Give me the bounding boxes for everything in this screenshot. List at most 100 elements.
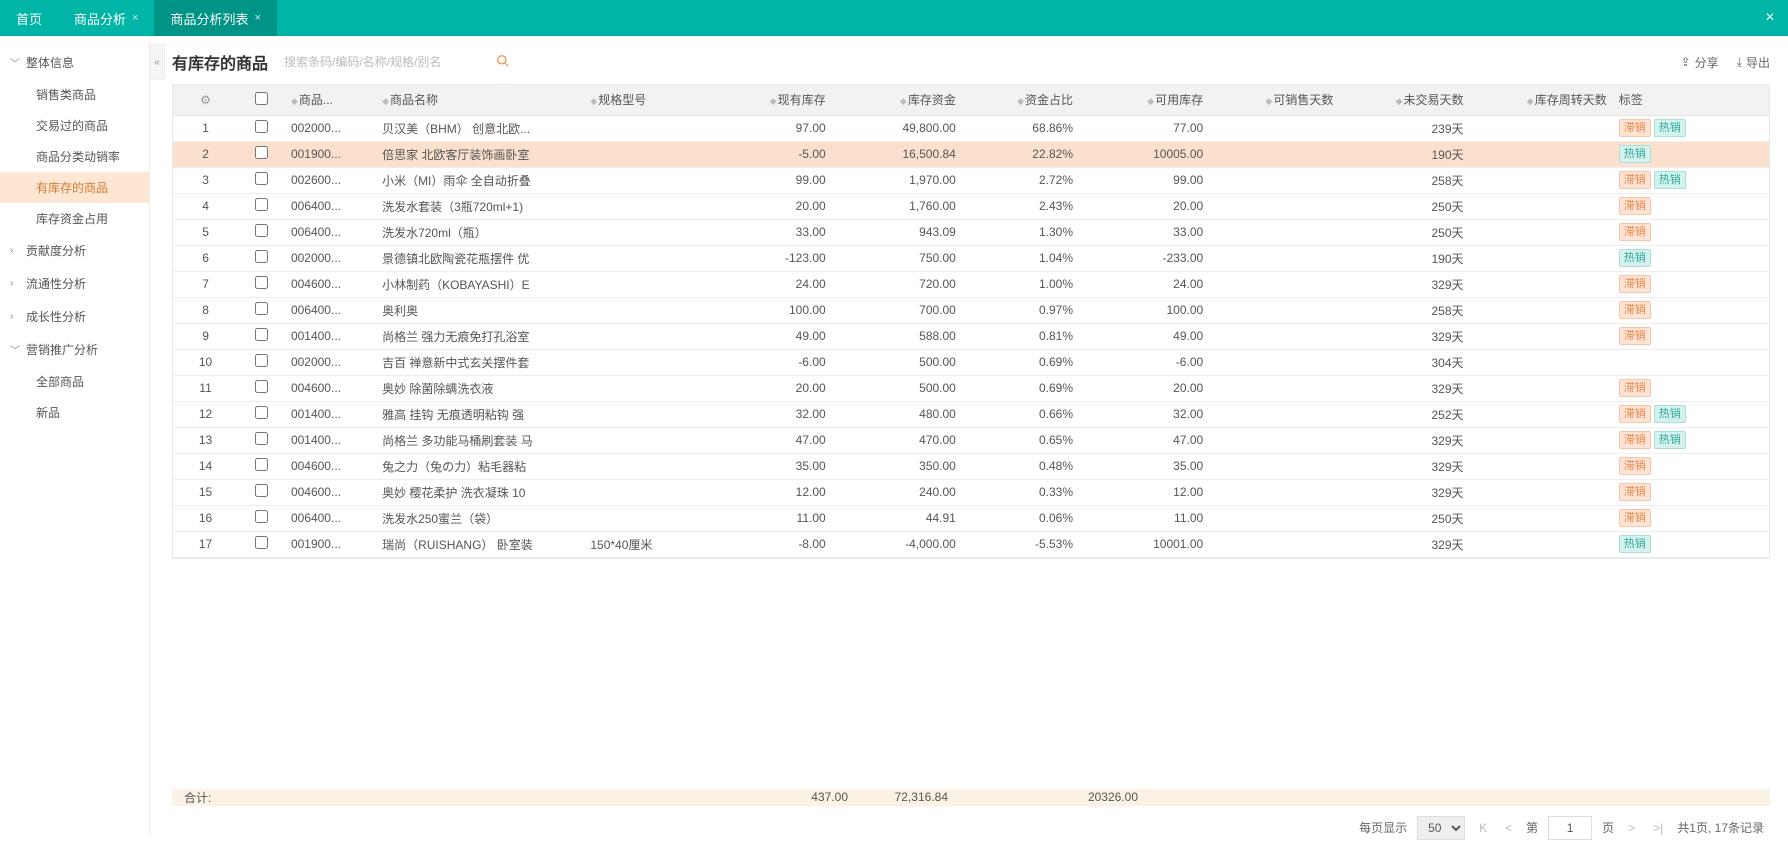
row-checkbox[interactable]: [255, 172, 268, 185]
sort-icon[interactable]: ◆: [1527, 96, 1532, 106]
gear-icon[interactable]: ⚙: [200, 93, 211, 107]
table-row[interactable]: 7004600...小林制药（KOBAYASHI）E24.00720.001.0…: [173, 271, 1769, 297]
table-row[interactable]: 5006400...洗发水720ml（瓶）33.00943.091.30%33.…: [173, 219, 1769, 245]
table-row[interactable]: 14004600...兔之力（兔の力）粘毛器粘35.00350.000.48%3…: [173, 453, 1769, 479]
tab-商品分析列表[interactable]: 商品分析列表×: [154, 0, 276, 36]
tab-首页[interactable]: 首页: [0, 0, 58, 36]
col-header-spec[interactable]: ◆规格型号: [584, 85, 701, 115]
sort-icon[interactable]: ◆: [590, 96, 595, 106]
table-row[interactable]: 16006400...洗发水250蜜兰（袋）11.0044.910.06%11.…: [173, 505, 1769, 531]
col-header-saleDays[interactable]: ◆可销售天数: [1209, 85, 1339, 115]
row-checkbox[interactable]: [255, 328, 268, 341]
sort-icon[interactable]: ◆: [1147, 96, 1152, 106]
nav-group-成长性分析[interactable]: ›成长性分析: [0, 300, 149, 333]
tag-滞销: 滞销: [1619, 483, 1651, 501]
sort-icon[interactable]: ◆: [1265, 96, 1270, 106]
last-page-button[interactable]: >|: [1649, 821, 1667, 835]
row-checkbox[interactable]: [255, 510, 268, 523]
nav-item-交易过的商品[interactable]: 交易过的商品: [0, 110, 149, 141]
data-table: ⚙ ◆商品...◆商品名称◆规格型号◆现有库存◆库存资金◆资金占比◆可用库存◆可销…: [172, 84, 1770, 559]
col-header-code[interactable]: ◆商品...: [285, 85, 376, 115]
col-header-name[interactable]: ◆商品名称: [376, 85, 584, 115]
nav-item-新品[interactable]: 新品: [0, 397, 149, 428]
row-checkbox[interactable]: [255, 120, 268, 133]
nav-item-有库存的商品[interactable]: 有库存的商品: [0, 172, 149, 203]
sort-icon[interactable]: ◆: [1017, 96, 1022, 106]
tag-滞销: 滞销: [1619, 457, 1651, 475]
row-checkbox[interactable]: [255, 146, 268, 159]
close-all-tabs[interactable]: ×: [1752, 0, 1788, 36]
col-header-avail[interactable]: ◆可用库存: [1079, 85, 1209, 115]
nav-group-贡献度分析[interactable]: ›贡献度分析: [0, 234, 149, 267]
nav-item-全部商品[interactable]: 全部商品: [0, 366, 149, 397]
chevron-right-icon: ›: [10, 245, 22, 256]
table-row[interactable]: 3002600...小米（MI）雨伞 全自动折叠99.001,970.002.7…: [173, 167, 1769, 193]
row-checkbox[interactable]: [255, 432, 268, 445]
nav-item-商品分类动销率[interactable]: 商品分类动销率: [0, 141, 149, 172]
page-suffix: 页: [1602, 819, 1614, 836]
tag-滞销: 滞销: [1619, 171, 1651, 189]
table-row[interactable]: 10002000...吉百 禅意新中式玄关摆件套-6.00500.000.69%…: [173, 349, 1769, 375]
row-checkbox[interactable]: [255, 406, 268, 419]
export-button[interactable]: ⤓ 导出: [1737, 54, 1770, 71]
nav-item-库存资金占用[interactable]: 库存资金占用: [0, 203, 149, 234]
table-row[interactable]: 2001900...倍思家 北欧客厅装饰画卧室-5.0016,500.8422.…: [173, 141, 1769, 167]
table-row[interactable]: 9001400...尚格兰 强力无痕免打孔浴室49.00588.000.81%4…: [173, 323, 1769, 349]
table-row[interactable]: 8006400...奥利奥100.00700.000.97%100.00258天…: [173, 297, 1769, 323]
tab-商品分析[interactable]: 商品分析×: [58, 0, 154, 36]
col-header-turn[interactable]: ◆库存周转天数: [1470, 85, 1613, 115]
sort-icon[interactable]: ◆: [770, 96, 775, 106]
row-checkbox[interactable]: [255, 354, 268, 367]
tag-滞销: 滞销: [1619, 379, 1651, 397]
search-icon[interactable]: [496, 54, 510, 71]
per-page-label: 每页显示: [1359, 819, 1407, 836]
row-checkbox[interactable]: [255, 224, 268, 237]
nav-item-销售类商品[interactable]: 销售类商品: [0, 79, 149, 110]
sort-icon[interactable]: ◆: [291, 96, 296, 106]
summary-label: 合计:: [172, 789, 392, 806]
summary-avail: 20326.00: [1038, 790, 1138, 804]
nav-group-流通性分析[interactable]: ›流通性分析: [0, 267, 149, 300]
row-checkbox[interactable]: [255, 250, 268, 263]
row-checkbox[interactable]: [255, 302, 268, 315]
col-header-fund[interactable]: ◆库存资金: [832, 85, 962, 115]
first-page-button[interactable]: K: [1475, 821, 1491, 835]
row-checkbox[interactable]: [255, 484, 268, 497]
search-input[interactable]: [282, 51, 482, 74]
tag-热销: 热销: [1654, 405, 1686, 423]
next-page-button[interactable]: >: [1624, 821, 1639, 835]
table-row[interactable]: 1002000...贝汉美（BHM） 创意北欧...97.0049,800.00…: [173, 115, 1769, 141]
col-header-noTrade[interactable]: ◆未交易天数: [1339, 85, 1469, 115]
nav-group-整体信息[interactable]: ﹀整体信息: [0, 46, 149, 79]
table-row[interactable]: 11004600...奥妙 除菌除螨洗衣液20.00500.000.69%20.…: [173, 375, 1769, 401]
prev-page-button[interactable]: <: [1501, 821, 1516, 835]
table-row[interactable]: 13001400...尚格兰 多功能马桶刷套装 马47.00470.000.65…: [173, 427, 1769, 453]
select-all-checkbox[interactable]: [255, 92, 268, 105]
sort-icon[interactable]: ◆: [1396, 96, 1401, 106]
nav-group-营销推广分析[interactable]: ﹀营销推广分析: [0, 333, 149, 366]
tag-滞销: 滞销: [1619, 223, 1651, 241]
tag-滞销: 滞销: [1619, 119, 1651, 137]
tag-滞销: 滞销: [1619, 405, 1651, 423]
sort-icon[interactable]: ◆: [900, 96, 905, 106]
main-content: 有库存的商品 ⇪ 分享 ⤓ 导出 ⚙◆商品...◆商品名称◆规格型号◆现有库存◆…: [150, 36, 1788, 836]
row-checkbox[interactable]: [255, 198, 268, 211]
row-checkbox[interactable]: [255, 276, 268, 289]
table-row[interactable]: 4006400...洗发水套装（3瓶720ml+1)20.001,760.002…: [173, 193, 1769, 219]
col-header-stock[interactable]: ◆现有库存: [702, 85, 832, 115]
page-prefix: 第: [1526, 819, 1538, 836]
table-row[interactable]: 6002000...景德镇北欧陶瓷花瓶摆件 优-123.00750.001.04…: [173, 245, 1769, 271]
table-row[interactable]: 12001400...雅高 挂钩 无痕透明粘钩 强32.00480.000.66…: [173, 401, 1769, 427]
sidebar: « ﹀整体信息销售类商品交易过的商品商品分类动销率有库存的商品库存资金占用›贡献…: [0, 36, 150, 836]
col-header-pct[interactable]: ◆资金占比: [962, 85, 1079, 115]
share-button[interactable]: ⇪ 分享: [1681, 54, 1719, 71]
row-checkbox[interactable]: [255, 458, 268, 471]
tab-close-icon[interactable]: ×: [132, 12, 138, 24]
tab-close-icon[interactable]: ×: [254, 12, 260, 24]
sort-icon[interactable]: ◆: [382, 96, 387, 106]
table-row[interactable]: 15004600...奥妙 樱花柔护 洗衣凝珠 1012.00240.000.3…: [173, 479, 1769, 505]
table-row[interactable]: 17001900...瑞尚（RUISHANG） 卧室装150*40厘米-8.00…: [173, 531, 1769, 557]
row-checkbox[interactable]: [255, 536, 268, 549]
tag-滞销: 滞销: [1619, 327, 1651, 345]
row-checkbox[interactable]: [255, 380, 268, 393]
